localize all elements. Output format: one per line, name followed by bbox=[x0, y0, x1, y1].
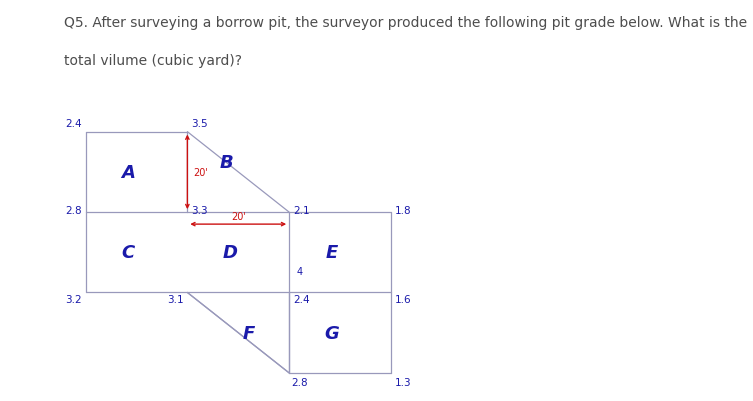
Text: 4: 4 bbox=[296, 266, 302, 276]
Text: D: D bbox=[223, 244, 238, 261]
Text: 3.3: 3.3 bbox=[191, 206, 208, 216]
Text: E: E bbox=[325, 244, 338, 261]
Text: 2.4: 2.4 bbox=[293, 294, 309, 304]
Text: C: C bbox=[122, 244, 135, 261]
Text: 20': 20' bbox=[230, 211, 245, 221]
Text: 1.3: 1.3 bbox=[395, 377, 411, 387]
Text: 2.1: 2.1 bbox=[293, 206, 309, 216]
Text: 3.2: 3.2 bbox=[65, 294, 81, 304]
Text: 2.4: 2.4 bbox=[65, 118, 81, 128]
Text: total vilume (cubic yard)?: total vilume (cubic yard)? bbox=[64, 54, 242, 68]
Text: 2.8: 2.8 bbox=[65, 206, 81, 216]
Text: G: G bbox=[325, 324, 339, 342]
Text: 20': 20' bbox=[194, 168, 209, 177]
Text: F: F bbox=[242, 324, 255, 342]
Text: 3.1: 3.1 bbox=[166, 294, 183, 304]
Text: B: B bbox=[219, 154, 233, 172]
Text: Q5. After surveying a borrow pit, the surveyor produced the following pit grade : Q5. After surveying a borrow pit, the su… bbox=[64, 16, 747, 30]
Text: 2.8: 2.8 bbox=[291, 377, 308, 387]
Text: 1.6: 1.6 bbox=[395, 294, 411, 304]
Text: A: A bbox=[121, 164, 136, 181]
Text: 3.5: 3.5 bbox=[191, 118, 208, 128]
Text: 1.8: 1.8 bbox=[395, 206, 411, 216]
